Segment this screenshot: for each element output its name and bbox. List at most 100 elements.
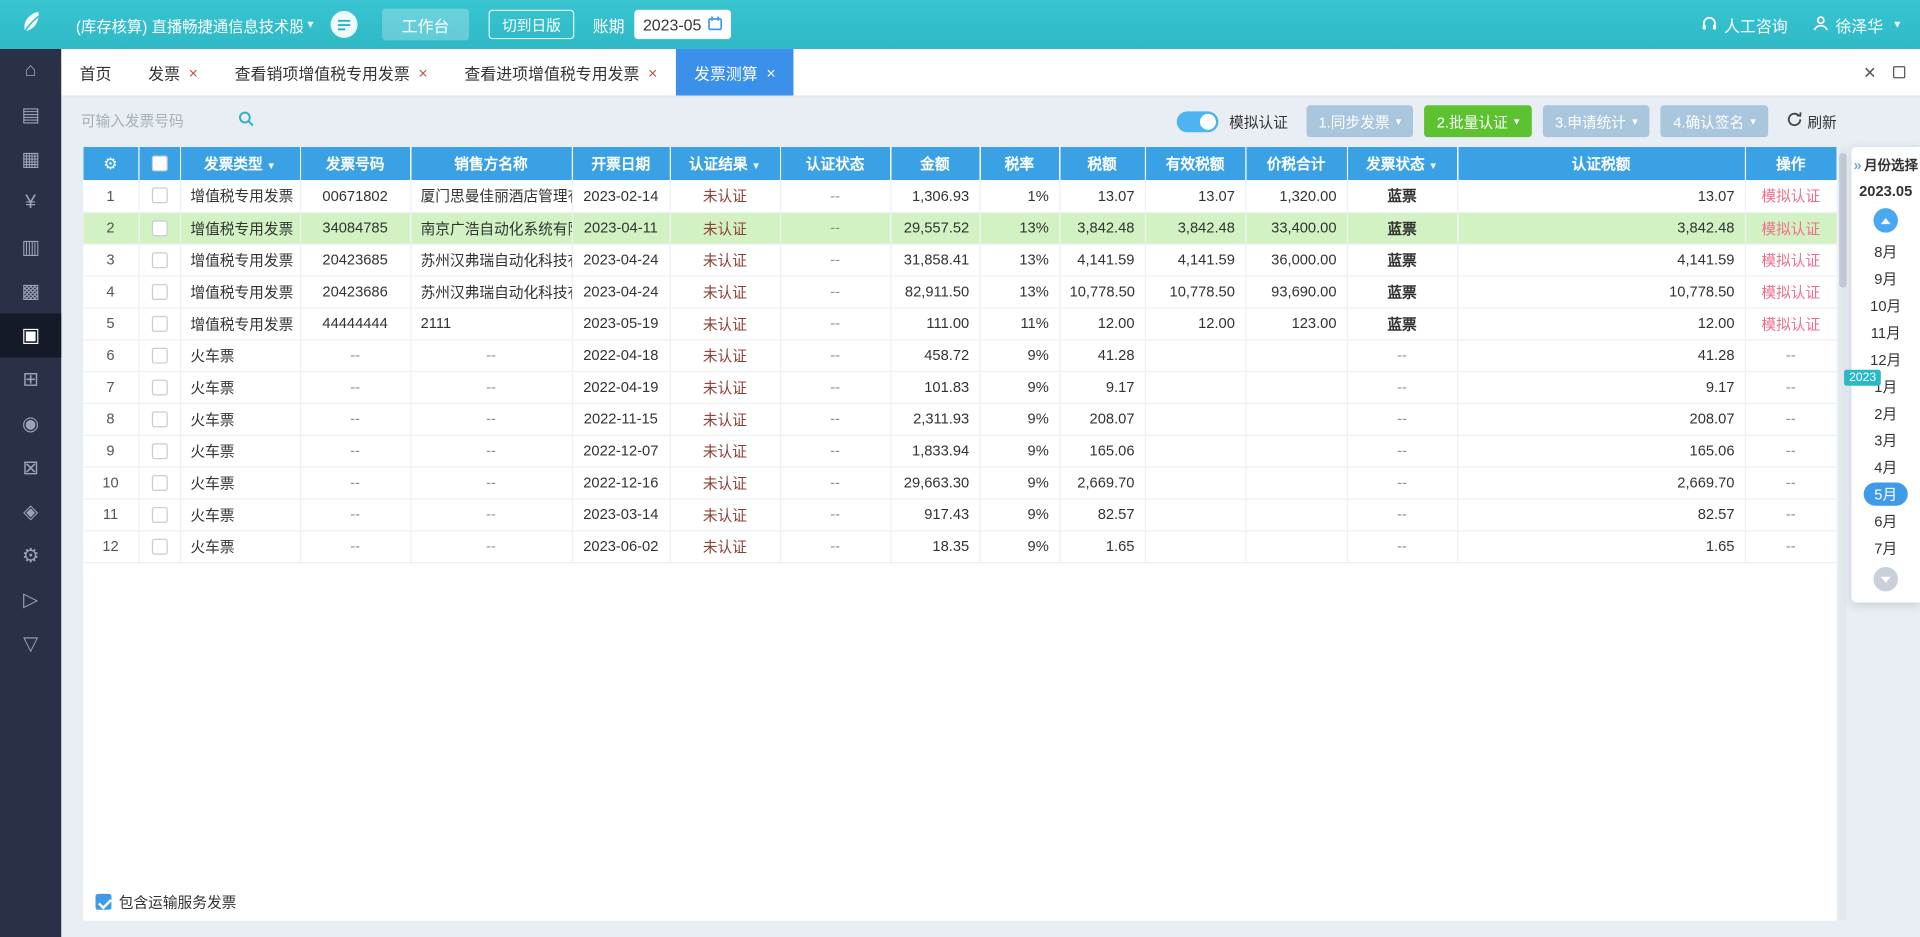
table-row[interactable]: 8 火车票 -- -- 2022-11-15 未认证 -- 2,311.93 9% 208.07-… bbox=[83, 402, 1838, 436]
row-checkbox[interactable] bbox=[151, 251, 168, 268]
sidebar-item-ledger[interactable]: ▥ bbox=[0, 225, 61, 269]
col-result[interactable]: 认证结果 ▼ bbox=[669, 146, 781, 180]
tab-0[interactable]: 首页 bbox=[61, 49, 130, 96]
sidebar-item-home[interactable]: ⌂ bbox=[0, 49, 61, 93]
collapse-icon[interactable]: » bbox=[1853, 156, 1862, 174]
col-date[interactable]: 开票日期 bbox=[571, 146, 671, 180]
table-row[interactable]: 3 增值税专用发票20423685苏州汉弗瑞自动化科技有限—2023-04-24未… bbox=[83, 243, 1838, 277]
col-seller[interactable]: 销售方名称 bbox=[410, 146, 573, 180]
simulate-certify-link[interactable]: 模拟认证 bbox=[1761, 315, 1821, 333]
col-total[interactable]: 价税合计 bbox=[1245, 146, 1348, 180]
month-item-10月[interactable]: 10月 bbox=[1851, 291, 1920, 318]
table-row[interactable]: 5 增值税专用发票 44444444 2111 2023-05-19 未认证 -- 111.0… bbox=[83, 307, 1838, 340]
sidebar-item-settings[interactable]: ⚙ bbox=[0, 534, 61, 578]
row-checkbox[interactable] bbox=[151, 442, 168, 459]
row-checkbox[interactable] bbox=[151, 474, 168, 491]
company-selector[interactable]: (库存核算) 直播畅捷通信息技术股份... bbox=[75, 17, 303, 35]
col-number[interactable]: 发票号码 bbox=[299, 146, 411, 180]
month-item-5月[interactable]: 5月 bbox=[1851, 480, 1920, 507]
action-button-2[interactable]: 2.批量认证 ▾ bbox=[1424, 105, 1532, 138]
row-checkbox[interactable] bbox=[151, 378, 168, 395]
filter-icon[interactable]: ▼ bbox=[751, 160, 761, 172]
search-icon[interactable] bbox=[238, 110, 255, 133]
gear-icon[interactable]: ⚙ bbox=[103, 153, 118, 173]
col-action[interactable]: 操作 bbox=[1744, 146, 1838, 180]
close-icon[interactable]: × bbox=[766, 63, 776, 82]
sidebar-item-service[interactable]: ◉ bbox=[0, 402, 61, 446]
sidebar-item-cash[interactable]: ¥ bbox=[0, 181, 61, 225]
simulate-certify-link[interactable]: 模拟认证 bbox=[1761, 251, 1821, 269]
month-item-12月[interactable]: 12月 bbox=[1851, 345, 1920, 372]
search-input[interactable] bbox=[80, 112, 231, 130]
table-row[interactable]: 12 火车票 -- -- 2023-06-02 未认证 -- 18.35 9% 1.65 -- 1.6… bbox=[83, 530, 1838, 563]
row-checkbox[interactable] bbox=[151, 187, 168, 204]
col-rate[interactable]: 税率 bbox=[979, 146, 1060, 180]
select-all-checkbox[interactable] bbox=[151, 155, 168, 172]
transport-invoice-checkbox[interactable] bbox=[95, 893, 112, 910]
sidebar-item-modules[interactable]: ▩ bbox=[0, 269, 61, 313]
action-button-3[interactable]: 3.申请统计 ▾ bbox=[1542, 105, 1650, 138]
tab-2[interactable]: 查看销项增值税专用发票 × bbox=[216, 49, 446, 96]
col-tax[interactable]: 税额 bbox=[1059, 146, 1146, 180]
simulate-certify-toggle[interactable] bbox=[1176, 110, 1219, 132]
sidebar-item-tutorial[interactable]: ▷ bbox=[0, 578, 61, 622]
row-checkbox[interactable] bbox=[151, 410, 168, 427]
row-checkbox[interactable] bbox=[151, 506, 168, 523]
period-picker[interactable]: 2023-05 bbox=[634, 9, 731, 40]
month-item-7月[interactable]: 7月 bbox=[1851, 534, 1920, 561]
month-item-2月[interactable]: 2月 bbox=[1851, 399, 1920, 426]
vertical-scrollbar[interactable] bbox=[1839, 146, 1847, 921]
app-logo[interactable] bbox=[0, 0, 61, 49]
close-icon[interactable]: × bbox=[648, 63, 658, 82]
month-item-9月[interactable]: 9月 bbox=[1851, 264, 1920, 291]
simulate-certify-link[interactable]: 模拟认证 bbox=[1761, 283, 1821, 301]
chevron-down-icon[interactable]: ▾ bbox=[307, 17, 314, 32]
table-row[interactable]: 7 火车票 -- -- 2022-04-19 未认证 -- 101.83 9% 9.17 -- 9.1… bbox=[83, 371, 1838, 404]
col-valid_tax[interactable]: 有效税额 bbox=[1144, 146, 1246, 180]
sidebar-item-brand[interactable]: ▽ bbox=[0, 622, 61, 666]
support-button[interactable]: 人工咨询 bbox=[1701, 13, 1788, 36]
row-checkbox[interactable] bbox=[151, 538, 168, 555]
close-icon[interactable]: × bbox=[418, 63, 428, 82]
col-cert_tax[interactable]: 认证税额 bbox=[1457, 146, 1746, 180]
tab-4[interactable]: 发票测算 × bbox=[675, 48, 795, 96]
sidebar-item-checkout[interactable]: ⊠ bbox=[0, 446, 61, 490]
row-checkbox[interactable] bbox=[151, 347, 168, 364]
sidebar-item-inventory[interactable]: ▣ bbox=[0, 313, 62, 358]
table-row[interactable]: 2 增值税专用发票34084785南京广浩自动化系统有限责—2023-04-11未… bbox=[83, 211, 1838, 245]
col-inv_status[interactable]: 发票状态 ▼ bbox=[1346, 146, 1458, 180]
tab-3[interactable]: 查看进项增值税专用发票 × bbox=[446, 49, 676, 96]
tab-1[interactable]: 发票 × bbox=[130, 49, 216, 96]
refresh-button[interactable]: 刷新 bbox=[1787, 111, 1837, 132]
col-status[interactable]: 认证状态 bbox=[779, 146, 891, 180]
table-row[interactable]: 1 增值税专用发票00671802厦门思曼佳丽酒店管理有限—2023-02-14未… bbox=[83, 179, 1838, 213]
action-button-4[interactable]: 4.确认签名 ▾ bbox=[1660, 105, 1769, 138]
month-item-11月[interactable]: 11月 bbox=[1851, 318, 1920, 345]
month-item-6月[interactable]: 6月 bbox=[1851, 507, 1920, 534]
col-type[interactable]: 发票类型 ▼ bbox=[179, 146, 301, 180]
close-icon[interactable]: × bbox=[188, 63, 198, 82]
scroll-up-button[interactable] bbox=[1873, 208, 1898, 233]
announcement-icon[interactable] bbox=[330, 11, 358, 38]
user-menu[interactable]: 徐泽华 ▾ bbox=[1812, 13, 1900, 36]
table-row[interactable]: 6 火车票 -- -- 2022-04-18 未认证 -- 458.72 9% 41.28 -- 41… bbox=[83, 339, 1838, 372]
fullscreen-icon[interactable] bbox=[1893, 66, 1906, 79]
sidebar-item-reports[interactable]: ▦ bbox=[0, 137, 61, 181]
sidebar-item-assets[interactable]: ⊞ bbox=[0, 358, 61, 402]
scroll-down-button[interactable] bbox=[1873, 566, 1898, 592]
table-row[interactable]: 4 增值税专用发票20423686苏州汉弗瑞自动化科技有限—2023-04-24未… bbox=[83, 275, 1838, 308]
switch-version-button[interactable]: 切到日版 bbox=[488, 9, 575, 40]
row-checkbox[interactable] bbox=[151, 283, 168, 300]
simulate-certify-link[interactable]: 模拟认证 bbox=[1761, 219, 1821, 237]
close-icon[interactable]: × bbox=[1863, 60, 1876, 84]
sidebar-item-warehouse[interactable]: ◈ bbox=[0, 490, 61, 534]
month-item-8月[interactable]: 8月 bbox=[1851, 238, 1920, 265]
workbench-button[interactable]: 工作台 bbox=[382, 8, 470, 41]
filter-icon[interactable]: ▼ bbox=[1428, 160, 1439, 172]
action-button-1[interactable]: 1.同步发票 ▾ bbox=[1306, 105, 1414, 138]
scrollbar-thumb[interactable] bbox=[1839, 153, 1847, 288]
row-checkbox[interactable] bbox=[151, 315, 168, 332]
month-item-4月[interactable]: 4月 bbox=[1851, 453, 1920, 480]
sidebar-item-vouchers[interactable]: ▤ bbox=[0, 93, 61, 137]
row-checkbox[interactable] bbox=[151, 219, 168, 236]
